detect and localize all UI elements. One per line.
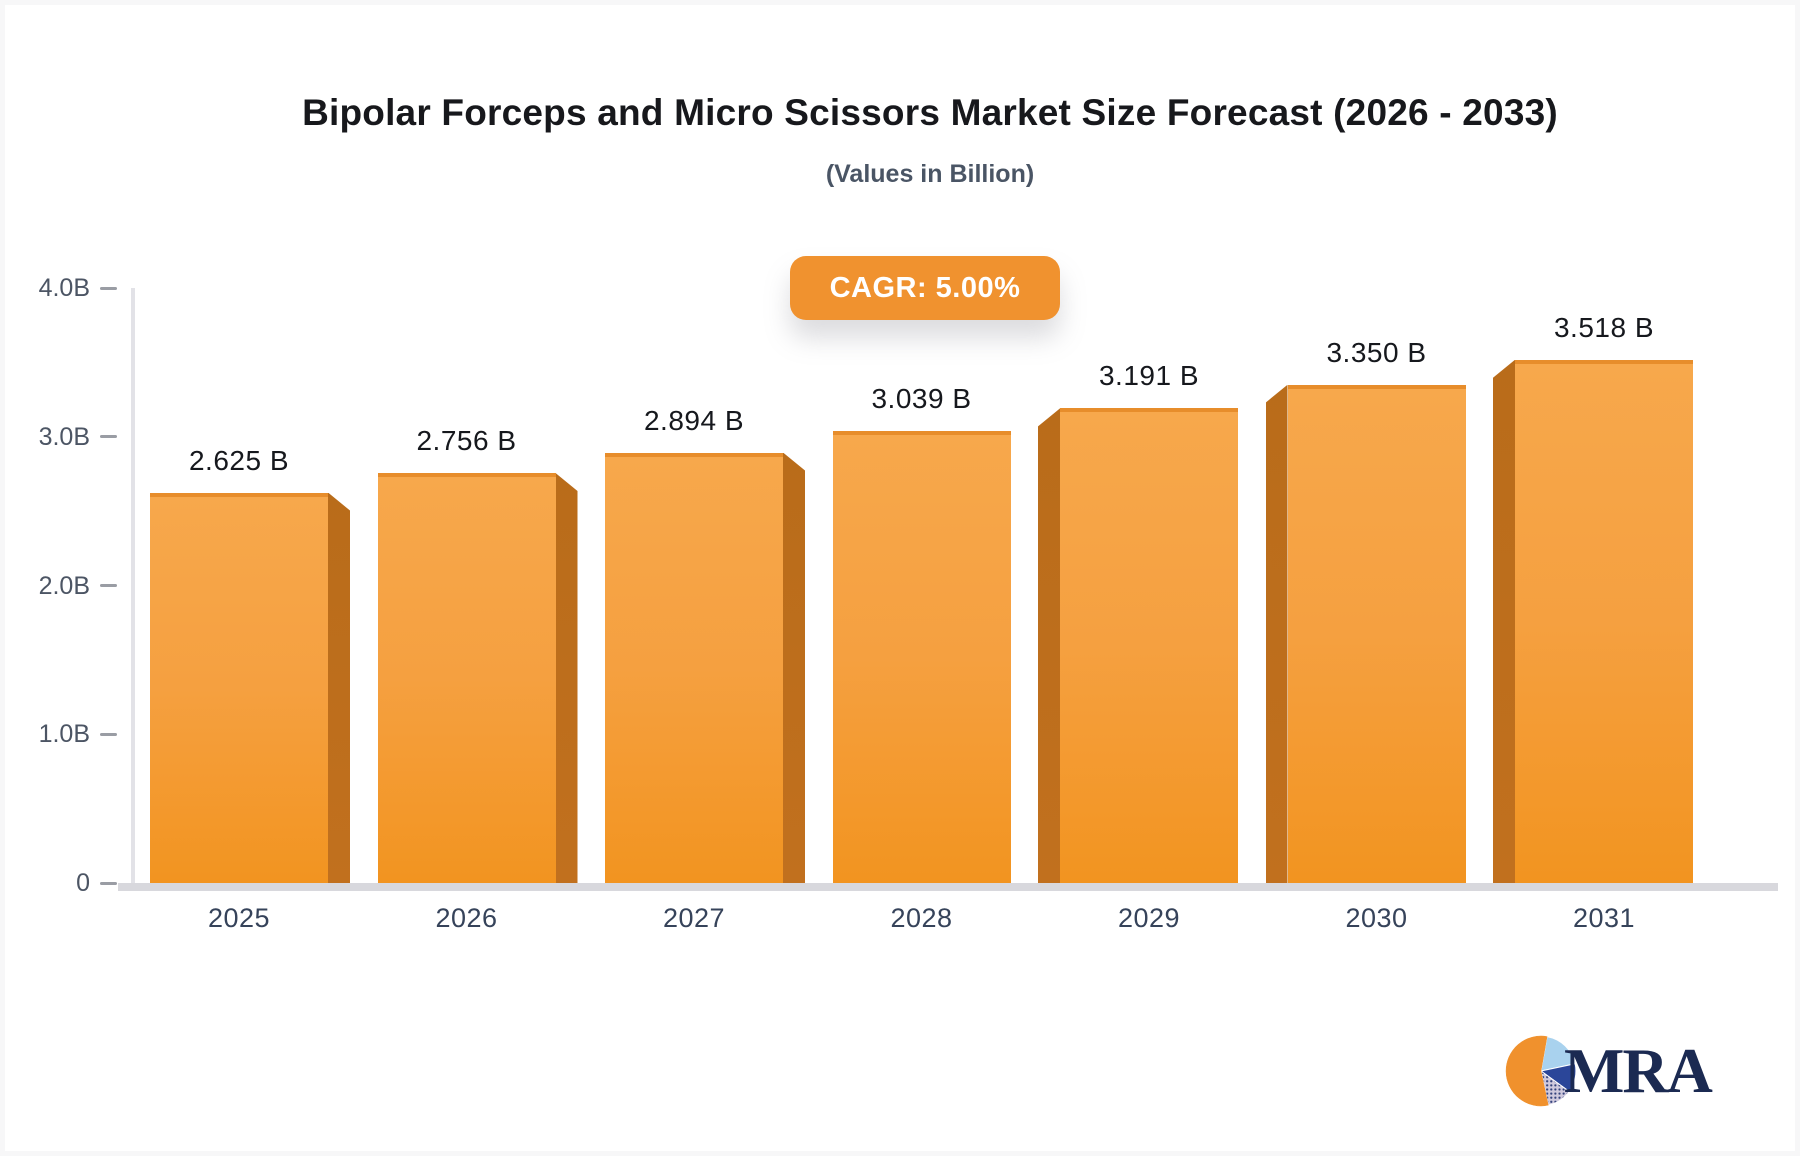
bar-value-label: 2.894 B [643,404,745,436]
y-tick-label: 2.0B [38,571,90,600]
y-tick-dash [100,286,117,290]
bar-side-face [555,473,578,883]
x-axis-label: 2026 [435,903,498,933]
chart-title: Bipolar Forceps and Micro Scissors Marke… [302,92,1558,133]
bar-side-face [1265,384,1288,883]
chart-header: Bipolar Forceps and Micro Scissors Marke… [60,92,1800,189]
y-tick-dash [100,435,117,439]
bar-2026 [377,473,556,883]
y-tick-label: 1.0B [38,720,90,749]
y-tick-label: 0 [76,869,90,897]
cagr-badge: CAGR: 5.00% [790,256,1060,320]
bar-2027 [605,452,783,883]
x-axis-label: 2029 [1117,903,1181,933]
x-axis-label: 2027 [662,903,726,933]
bar-2030 [1287,384,1466,883]
bar-value-label: 3.518 B [1553,311,1655,343]
bar-side-face [1038,408,1060,883]
x-axis-label: 2030 [1345,903,1408,933]
chart-subtitle: (Values in Billion) [825,160,1035,188]
bar-side-face [328,492,350,883]
mra-pie-icon [1505,1035,1577,1107]
bar-side-face [1493,359,1515,883]
y-axis-line [131,288,135,887]
y-tick-dash [100,732,117,736]
bar-2028 [832,430,1011,883]
y-tick-label: 3.0B [38,422,90,451]
bar-side-face [783,452,805,883]
x-axis-label: 2031 [1572,903,1636,933]
bar-value-label: 3.350 B [1326,336,1427,368]
mra-logo: MRA [1504,1034,1713,1108]
x-axis-label: 2025 [207,903,271,933]
bar-value-label: 3.039 B [871,382,972,414]
x-baseline [118,883,1778,891]
bar-2025 [150,492,328,883]
y-tick-dash [100,881,117,885]
bar-2029 [1060,408,1238,883]
y-tick-label: 4.0B [38,274,90,302]
bar-2031 [1515,359,1693,883]
y-tick-dash [100,584,117,587]
bar-value-label: 2.625 B [188,444,290,476]
bar-value-label: 2.756 B [416,425,517,457]
x-axis-label: 2028 [890,903,953,933]
bar-value-label: 3.191 B [1098,360,1200,392]
mra-logo-text: MRA [1564,1035,1713,1106]
